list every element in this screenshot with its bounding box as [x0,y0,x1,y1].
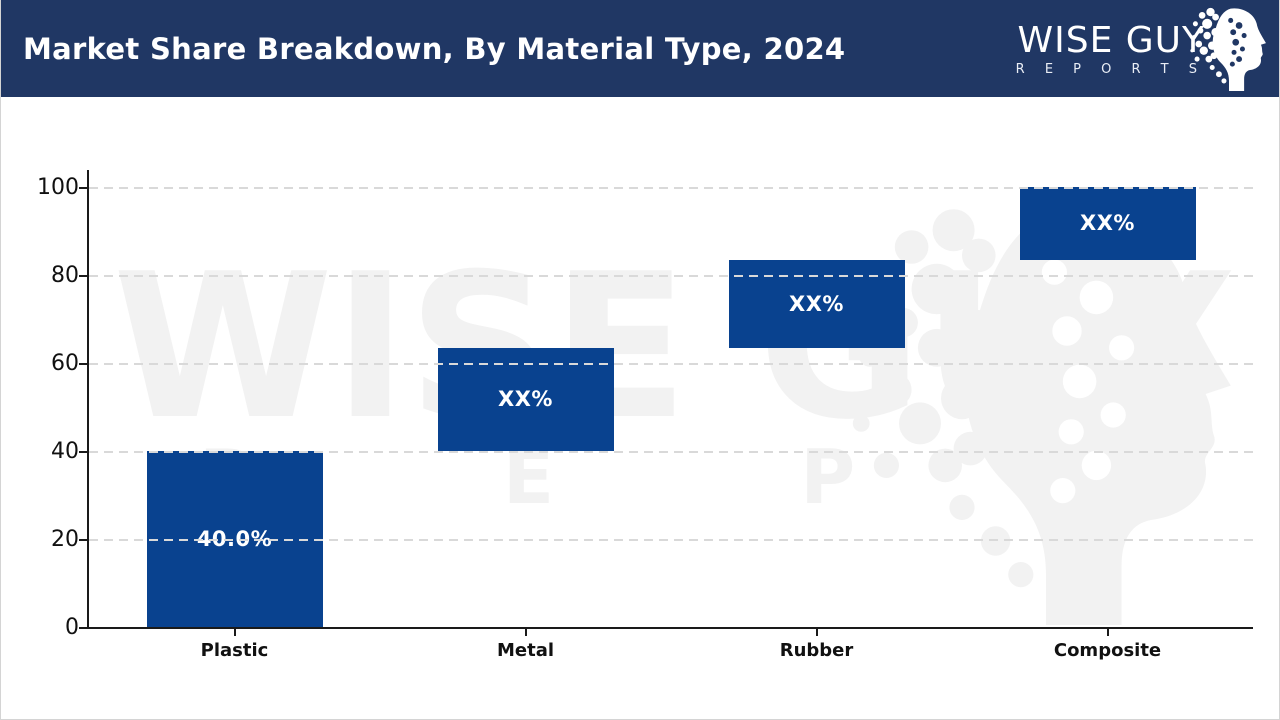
x-category-label: Rubber [779,640,854,661]
y-tick-mark [79,539,87,541]
logo-subtitle: R E P O R T S [1015,61,1205,77]
y-tick-mark [79,275,87,277]
x-tick-mark [1106,629,1109,636]
x-category-label: Metal [496,640,555,661]
x-tick-mark [233,629,236,636]
y-tick-label: 60 [51,351,79,376]
gridline [89,539,1253,541]
y-tick-mark [79,451,87,453]
bar-value-label: XX% [1080,211,1135,236]
x-axis-line [87,627,1253,629]
gridline [89,451,1253,453]
bar-value-label: XX% [789,291,844,316]
header-bar: Market Share Breakdown, By Material Type… [1,0,1279,97]
bar-value-label: XX% [498,387,553,412]
y-tick-label: 80 [51,263,79,288]
x-tick-mark [524,629,527,636]
y-tick-label: 100 [37,175,79,200]
gridline [89,275,1253,277]
gridline [89,363,1253,365]
wiseguy-logo: WISE GUY R E P O R T S [1012,6,1273,92]
x-category-label: Composite [1053,640,1162,661]
y-tick-label: 20 [51,527,79,552]
x-category-label: Plastic [200,640,269,661]
chart-title: Market Share Breakdown, By Material Type… [23,31,846,66]
bar-rubber: XX% [728,259,905,348]
x-tick-mark [815,629,818,636]
y-tick-mark [79,627,87,629]
logo-wordmark: WISE GUY [1017,19,1205,61]
y-tick-mark [79,363,87,365]
y-tick-mark [79,187,87,189]
y-tick-label: 0 [65,615,79,640]
y-tick-label: 40 [51,439,79,464]
gridline [89,187,1253,189]
logo-head-icon [1190,7,1266,91]
bar-composite: XX% [1019,187,1196,260]
y-axis-line [87,170,89,629]
